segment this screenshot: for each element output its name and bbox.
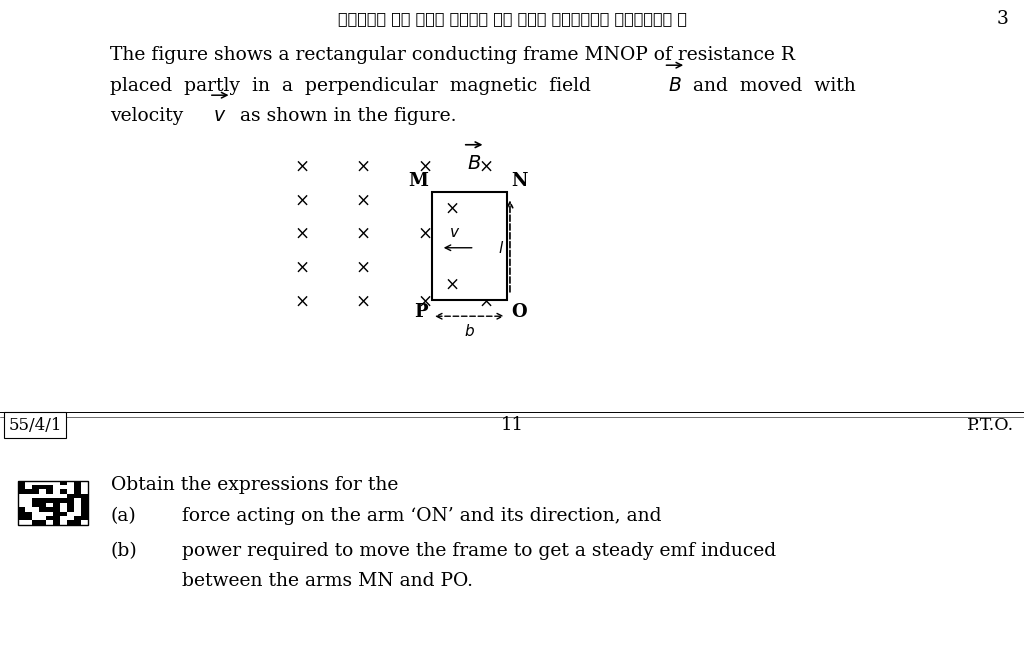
Text: $B$: $B$ bbox=[668, 77, 682, 95]
Text: $l$: $l$ bbox=[498, 240, 504, 256]
Bar bbox=[68, 520, 74, 525]
Bar bbox=[81, 503, 88, 507]
Text: ×: × bbox=[418, 293, 432, 311]
Text: P.T.O.: P.T.O. bbox=[967, 417, 1014, 434]
Bar bbox=[81, 494, 88, 498]
Text: फ्रेम का गति करान के लिए आवश्यक शाक्ति ।: फ्रेम का गति करान के लिए आवश्यक शाक्ति । bbox=[338, 10, 686, 27]
Text: $v$: $v$ bbox=[213, 107, 227, 125]
Bar bbox=[432, 192, 507, 300]
Text: ×: × bbox=[444, 200, 459, 218]
Text: 3: 3 bbox=[996, 10, 1009, 29]
Bar bbox=[53, 512, 60, 516]
Bar bbox=[81, 512, 88, 516]
Bar bbox=[18, 481, 26, 485]
Text: as shown in the figure.: as shown in the figure. bbox=[240, 107, 456, 125]
Text: ×: × bbox=[479, 293, 494, 311]
Bar bbox=[60, 498, 68, 503]
Bar bbox=[53, 498, 60, 503]
Bar bbox=[26, 512, 33, 516]
Bar bbox=[39, 485, 46, 490]
Text: ×: × bbox=[356, 157, 371, 175]
Text: 11: 11 bbox=[501, 416, 523, 434]
Bar bbox=[18, 485, 26, 490]
Text: placed  partly  in  a  perpendicular  magnetic  field: placed partly in a perpendicular magneti… bbox=[110, 77, 591, 95]
Bar bbox=[68, 494, 74, 498]
Bar bbox=[46, 516, 53, 520]
Text: ×: × bbox=[295, 259, 309, 277]
Bar bbox=[39, 507, 46, 512]
Text: M: M bbox=[408, 171, 428, 190]
Bar bbox=[81, 516, 88, 520]
Text: $v$: $v$ bbox=[449, 226, 460, 240]
Bar bbox=[18, 481, 88, 525]
Text: between the arms MN and PO.: between the arms MN and PO. bbox=[182, 572, 473, 591]
Bar bbox=[18, 490, 26, 494]
Bar bbox=[39, 498, 46, 503]
Bar bbox=[68, 498, 74, 503]
Bar bbox=[39, 520, 46, 525]
Bar bbox=[46, 485, 53, 490]
Text: ×: × bbox=[295, 225, 309, 243]
Bar bbox=[60, 490, 68, 494]
Bar bbox=[74, 485, 81, 490]
Bar bbox=[26, 516, 33, 520]
Bar bbox=[33, 503, 39, 507]
Text: ×: × bbox=[356, 225, 371, 243]
Bar bbox=[26, 490, 33, 494]
Bar bbox=[53, 516, 60, 520]
Text: ×: × bbox=[356, 191, 371, 209]
Bar bbox=[74, 520, 81, 525]
Text: ×: × bbox=[418, 157, 432, 175]
Bar bbox=[60, 481, 68, 485]
Bar bbox=[74, 516, 81, 520]
Text: ×: × bbox=[479, 157, 494, 175]
Text: P: P bbox=[415, 303, 428, 321]
Text: ×: × bbox=[418, 225, 432, 243]
Bar bbox=[74, 490, 81, 494]
Bar bbox=[68, 507, 74, 512]
Text: N: N bbox=[511, 171, 527, 190]
Bar bbox=[33, 490, 39, 494]
Text: $B$: $B$ bbox=[467, 155, 481, 173]
Text: force acting on the arm ‘ON’ and its direction, and: force acting on the arm ‘ON’ and its dir… bbox=[182, 507, 662, 525]
Bar bbox=[60, 512, 68, 516]
Bar bbox=[18, 512, 26, 516]
Text: ×: × bbox=[444, 276, 459, 294]
Text: $b$: $b$ bbox=[464, 323, 475, 339]
Text: ×: × bbox=[295, 157, 309, 175]
Text: ×: × bbox=[356, 259, 371, 277]
Bar bbox=[53, 520, 60, 525]
Text: velocity: velocity bbox=[110, 107, 183, 125]
Text: (a): (a) bbox=[111, 507, 136, 525]
Bar bbox=[33, 485, 39, 490]
Bar bbox=[33, 520, 39, 525]
Text: ×: × bbox=[295, 293, 309, 311]
Text: 55/4/1: 55/4/1 bbox=[8, 417, 61, 434]
Bar bbox=[18, 507, 26, 512]
Bar bbox=[18, 516, 26, 520]
Text: and  moved  with: and moved with bbox=[693, 77, 856, 95]
Bar bbox=[39, 503, 46, 507]
Text: power required to move the frame to get a steady emf induced: power required to move the frame to get … bbox=[182, 542, 776, 561]
Text: Obtain the expressions for the: Obtain the expressions for the bbox=[111, 476, 398, 494]
Bar bbox=[46, 507, 53, 512]
Text: O: O bbox=[511, 303, 526, 321]
Bar bbox=[53, 503, 60, 507]
Bar bbox=[81, 498, 88, 503]
Bar bbox=[74, 481, 81, 485]
Bar bbox=[46, 498, 53, 503]
Bar bbox=[68, 503, 74, 507]
Bar bbox=[74, 494, 81, 498]
Text: ×: × bbox=[295, 191, 309, 209]
Bar bbox=[46, 490, 53, 494]
Bar bbox=[53, 507, 60, 512]
Text: (b): (b) bbox=[111, 542, 137, 561]
Bar bbox=[33, 498, 39, 503]
Bar bbox=[81, 507, 88, 512]
Text: The figure shows a rectangular conducting frame MNOP of resistance R: The figure shows a rectangular conductin… bbox=[110, 46, 795, 64]
Text: ×: × bbox=[356, 293, 371, 311]
